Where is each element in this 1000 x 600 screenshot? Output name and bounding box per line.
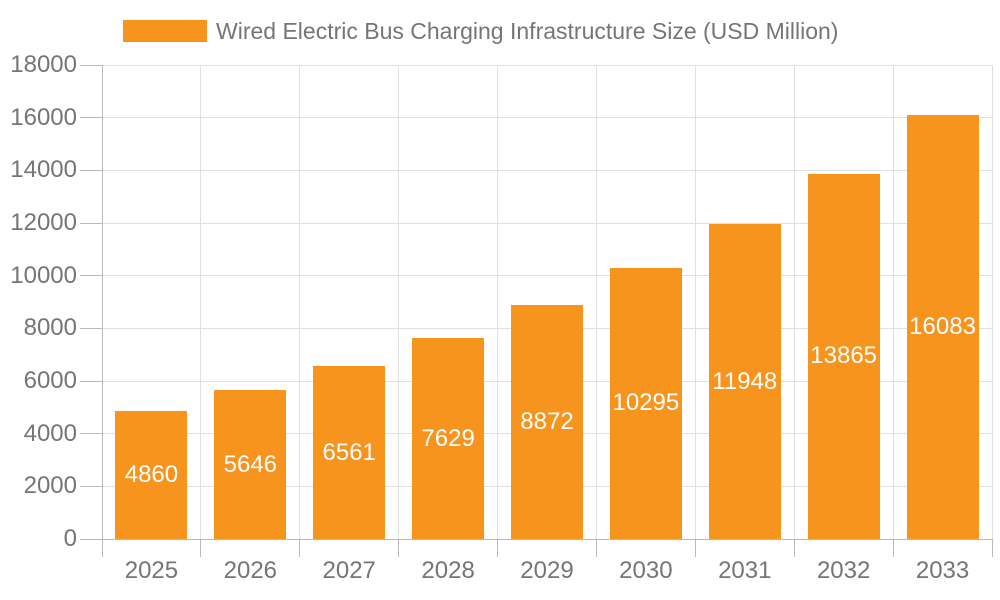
x-axis-label: 2031	[718, 557, 772, 584]
y-axis-label: 6000	[23, 367, 77, 394]
x-axis-tick	[892, 539, 894, 557]
y-axis-tick	[80, 275, 102, 277]
legend-item[interactable]: Wired Electric Bus Charging Infrastructu…	[123, 17, 839, 44]
bar-value-label: 11948	[712, 367, 778, 395]
bar-2029[interactable]	[511, 305, 583, 539]
y-axis-label: 12000	[10, 209, 77, 236]
y-axis-tick	[80, 327, 102, 329]
y-axis-label: 16000	[10, 103, 77, 131]
bar-value-label: 4860	[124, 461, 179, 488]
y-axis-label: 14000	[10, 156, 77, 184]
y-axis-tick	[80, 538, 102, 540]
y-axis-tick	[80, 117, 102, 119]
gridline-vertical	[299, 65, 301, 539]
bar-value-label: 8872	[520, 408, 574, 436]
y-axis-tick	[80, 64, 102, 66]
x-axis-tick	[595, 539, 597, 557]
gridline-vertical	[793, 65, 795, 539]
x-axis-tick	[299, 539, 301, 557]
bar-2031[interactable]	[708, 224, 781, 539]
bar-2033[interactable]	[906, 115, 979, 539]
y-axis-label: 2000	[23, 472, 77, 500]
bar-value-label: 10295	[612, 389, 680, 417]
bar-value-label: 5646	[223, 450, 278, 478]
gridline-horizontal	[102, 275, 992, 277]
bar-2025[interactable]	[115, 411, 188, 539]
x-axis-label: 2030	[619, 557, 673, 584]
bar-2028[interactable]	[412, 338, 485, 539]
x-axis-tick	[497, 539, 499, 557]
bar-value-label: 7629	[421, 424, 475, 452]
bar-value-label: 16083	[909, 313, 976, 341]
y-axis-tick	[80, 169, 102, 171]
bar-2026[interactable]	[214, 390, 287, 539]
x-axis-tick	[991, 539, 993, 557]
y-axis-label: 8000	[23, 314, 77, 342]
x-axis-label: 2025	[124, 557, 179, 584]
legend-swatch	[123, 20, 207, 42]
y-axis-label: 18000	[10, 51, 77, 78]
y-axis-tick	[80, 485, 102, 487]
x-axis-tick	[200, 539, 202, 557]
x-axis-label: 2028	[421, 557, 475, 584]
x-axis-label: 2032	[816, 557, 871, 584]
gridline-horizontal	[102, 64, 992, 66]
bar-2030[interactable]	[609, 267, 682, 539]
bar-2027[interactable]	[313, 366, 386, 539]
gridline-horizontal	[102, 169, 992, 171]
y-axis-label: 4000	[23, 419, 77, 447]
x-axis-label: 2033	[915, 557, 970, 584]
x-axis-tick	[398, 539, 400, 557]
gridline-vertical	[991, 65, 993, 539]
x-axis-tick	[793, 539, 795, 557]
gridline-vertical	[694, 65, 696, 539]
x-axis-label: 2026	[223, 557, 278, 584]
gridline-horizontal	[102, 117, 992, 119]
gridline-vertical	[595, 65, 597, 539]
gridline-vertical	[497, 65, 499, 539]
bar-2032[interactable]	[807, 173, 880, 539]
gridline-vertical	[892, 65, 894, 539]
gridline-vertical	[398, 65, 400, 539]
legend-label: Wired Electric Bus Charging Infrastructu…	[216, 17, 839, 44]
x-axis-label: 2027	[322, 557, 376, 584]
x-axis-line	[102, 538, 992, 540]
y-axis-line	[101, 65, 103, 539]
bar-value-label: 13865	[810, 342, 878, 370]
gridline-vertical	[200, 65, 202, 539]
x-axis-tick	[101, 539, 103, 557]
y-axis-label: 10000	[10, 261, 77, 289]
y-axis-label: 0	[63, 525, 77, 552]
y-axis-tick	[80, 222, 102, 224]
y-axis-tick	[80, 433, 102, 435]
x-axis-tick	[694, 539, 696, 557]
x-axis-label: 2029	[520, 557, 574, 584]
gridline-horizontal	[102, 222, 992, 224]
y-axis-tick	[80, 380, 102, 382]
bar-value-label: 6561	[322, 438, 376, 466]
